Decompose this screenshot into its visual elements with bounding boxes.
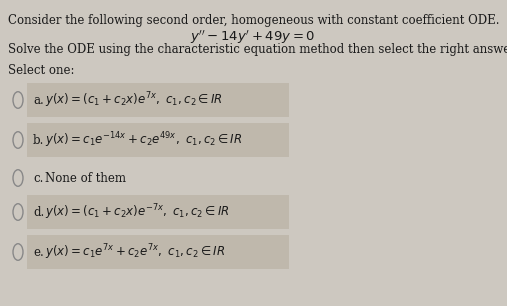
- FancyBboxPatch shape: [27, 195, 289, 229]
- Text: c.: c.: [33, 171, 44, 185]
- Text: None of them: None of them: [45, 171, 126, 185]
- Text: $y(x) = c_1e^{7x} + c_2e^{7x},\ c_1, c_2 \in IR$: $y(x) = c_1e^{7x} + c_2e^{7x},\ c_1, c_2…: [45, 242, 225, 262]
- FancyBboxPatch shape: [27, 123, 289, 157]
- Text: Solve the ODE using the characteristic equation method then select the right ans: Solve the ODE using the characteristic e…: [8, 43, 507, 56]
- FancyBboxPatch shape: [27, 83, 289, 117]
- Text: $y(x) = (c_1 + c_2x)e^{-7x},\ c_1, c_2 \in IR$: $y(x) = (c_1 + c_2x)e^{-7x},\ c_1, c_2 \…: [45, 202, 230, 222]
- Text: $\mathit{y}'' - 14\mathit{y}' +49\mathit{y} = 0$: $\mathit{y}'' - 14\mathit{y}' +49\mathit…: [190, 28, 316, 46]
- Text: d.: d.: [33, 206, 44, 218]
- Text: $y(x) = c_1e^{-14x} + c_2e^{49x},\ c_1, c_2 \in IR$: $y(x) = c_1e^{-14x} + c_2e^{49x},\ c_1, …: [45, 130, 242, 150]
- Text: b.: b.: [33, 133, 45, 147]
- Text: $y(x) = (c_1 + c_2x)e^{7x},\ c_1, c_2 \in IR$: $y(x) = (c_1 + c_2x)e^{7x},\ c_1, c_2 \i…: [45, 90, 223, 110]
- Text: Consider the following second order, homogeneous with constant coefficient ODE.: Consider the following second order, hom…: [8, 14, 499, 27]
- Text: a.: a.: [33, 94, 44, 106]
- FancyBboxPatch shape: [27, 235, 289, 269]
- Text: e.: e.: [33, 245, 44, 259]
- Text: Select one:: Select one:: [8, 64, 75, 77]
